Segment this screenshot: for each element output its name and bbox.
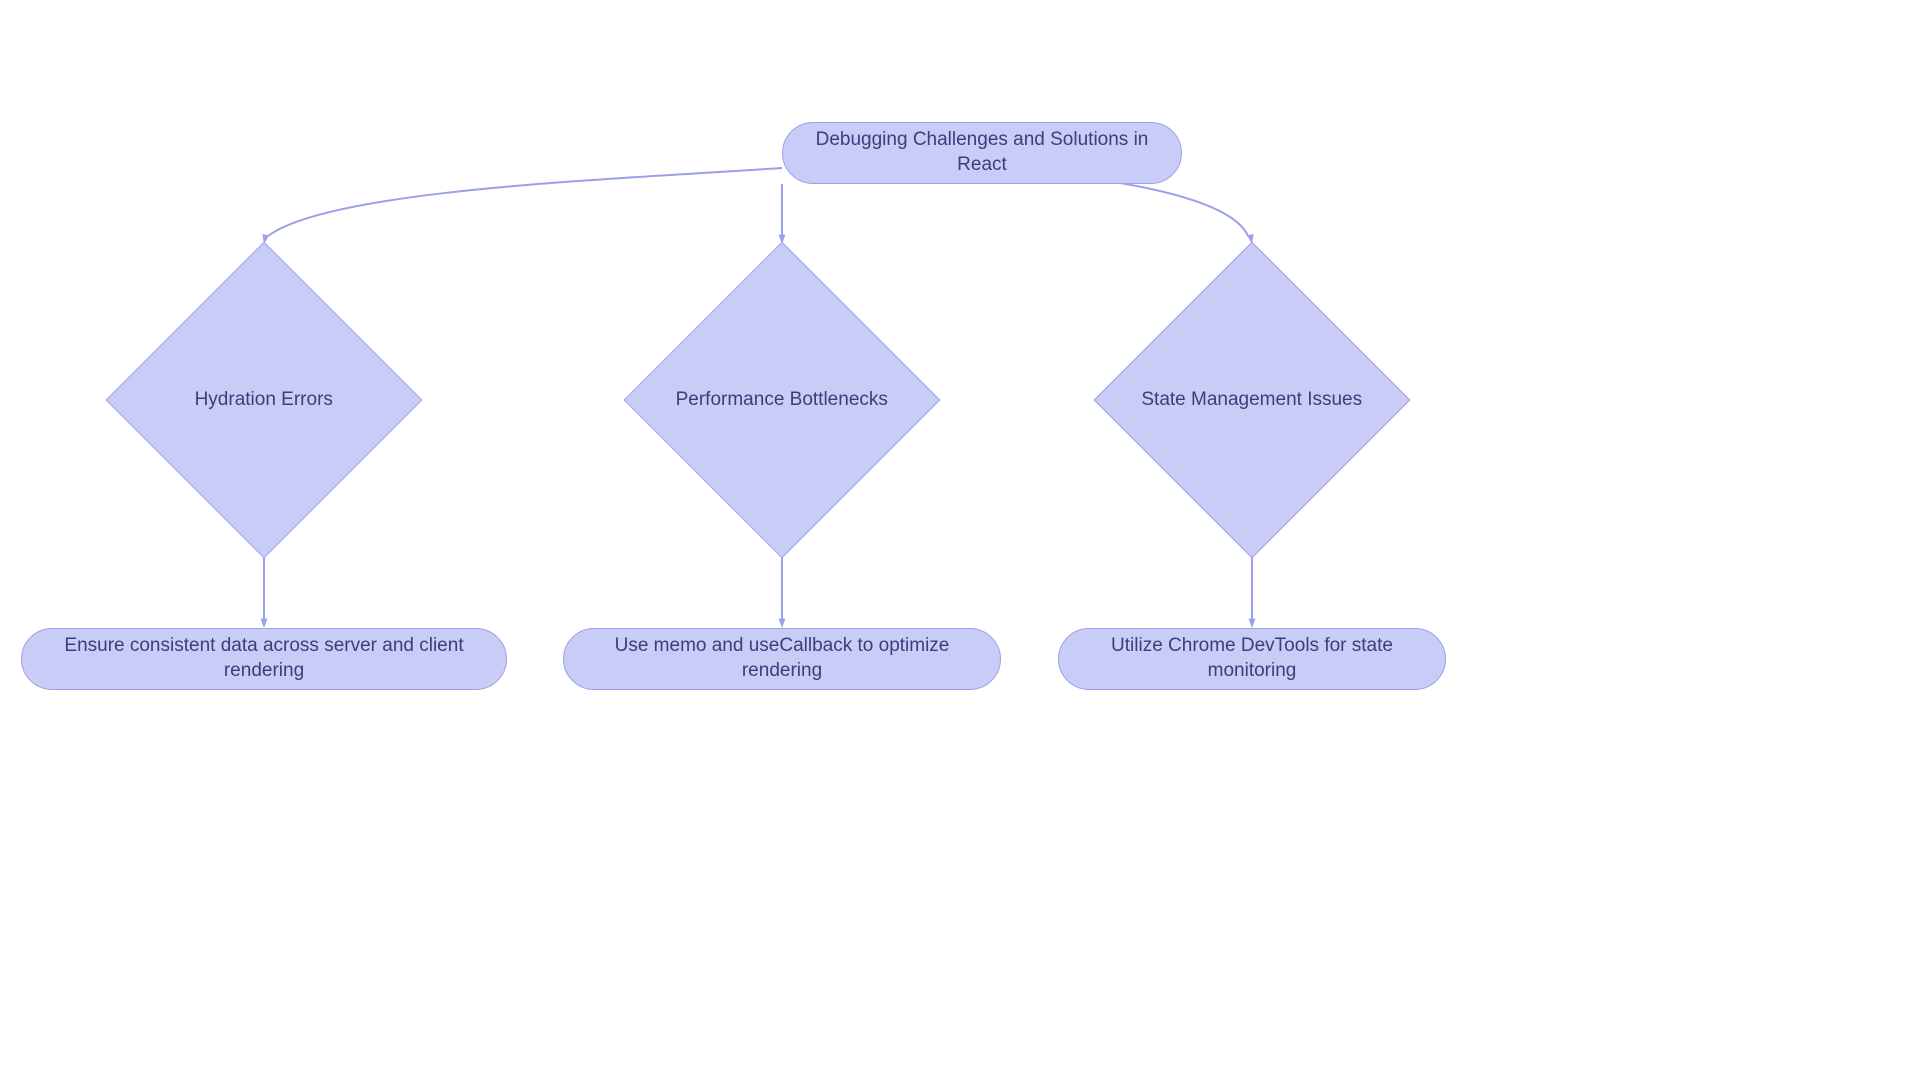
diamond-hydration: Hydration Errors: [106, 242, 423, 559]
solution-performance: Use memo and useCallback to optimize ren…: [563, 628, 1001, 690]
diamond-state: State Management Issues: [1094, 242, 1411, 559]
diamond-performance-label: Performance Bottlenecks: [671, 388, 893, 413]
solution-hydration-label: Ensure consistent data across server and…: [46, 634, 482, 683]
diamond-hydration-label: Hydration Errors: [153, 388, 375, 413]
root-node: Debugging Challenges and Solutions in Re…: [782, 122, 1182, 184]
diamond-state-label: State Management Issues: [1141, 388, 1363, 413]
root-label: Debugging Challenges and Solutions in Re…: [807, 128, 1157, 177]
solution-state-label: Utilize Chrome DevTools for state monito…: [1083, 634, 1421, 683]
solution-performance-label: Use memo and useCallback to optimize ren…: [588, 634, 976, 683]
solution-hydration: Ensure consistent data across server and…: [21, 628, 507, 690]
diamond-performance: Performance Bottlenecks: [624, 242, 941, 559]
solution-state: Utilize Chrome DevTools for state monito…: [1058, 628, 1446, 690]
